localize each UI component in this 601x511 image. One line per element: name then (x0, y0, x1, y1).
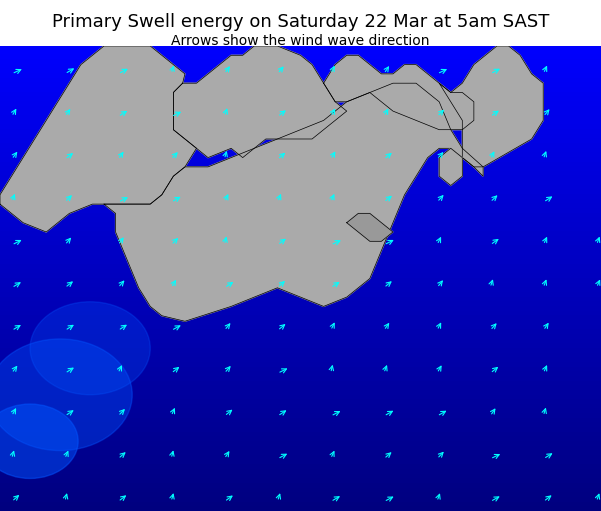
Polygon shape (0, 46, 197, 232)
Polygon shape (439, 46, 543, 167)
Polygon shape (323, 55, 474, 130)
Text: Arrows show the wind wave direction: Arrows show the wind wave direction (171, 35, 430, 49)
Polygon shape (104, 83, 483, 321)
Polygon shape (347, 214, 393, 241)
Polygon shape (173, 46, 347, 157)
Polygon shape (439, 148, 462, 185)
Circle shape (0, 404, 78, 478)
Circle shape (30, 301, 150, 394)
Circle shape (0, 339, 132, 451)
Text: Primary Swell energy on Saturday 22 Mar at 5am SAST: Primary Swell energy on Saturday 22 Mar … (52, 13, 549, 31)
